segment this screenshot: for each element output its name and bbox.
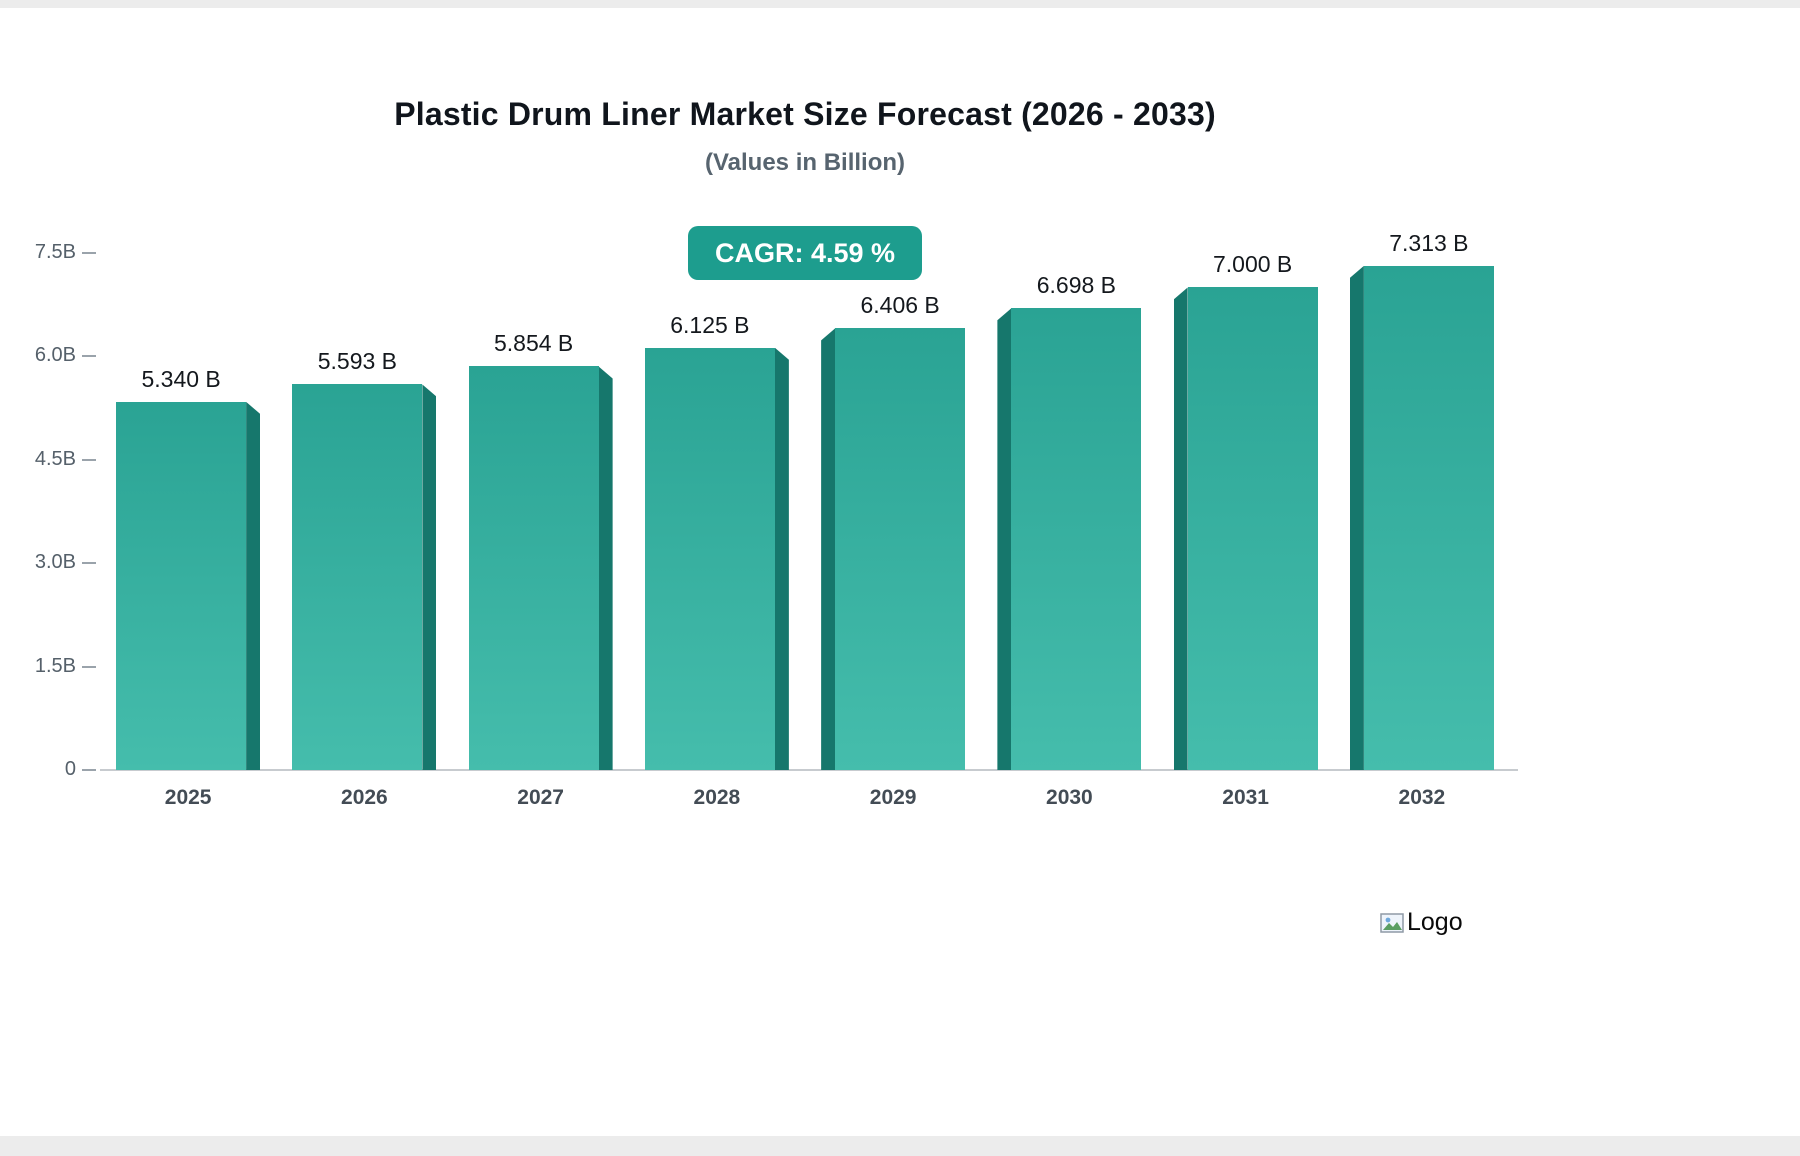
bar-face-2029	[835, 328, 966, 770]
bar-face-2028	[644, 347, 775, 770]
bar-side-2026	[422, 384, 437, 770]
bar-value-label: 5.854 B	[493, 330, 574, 357]
bar-value-label: 5.340 B	[141, 365, 221, 392]
bar-side-2025	[246, 401, 261, 770]
x-axis-label: 2025	[164, 786, 212, 809]
x-axis-label: 2026	[341, 786, 388, 809]
chart-subtitle: (Values in Billion)	[704, 149, 906, 176]
logo: Logo	[1380, 908, 1463, 937]
chart-title: Plastic Drum Liner Market Size Forecast …	[394, 96, 1216, 132]
bar-2030	[997, 308, 1142, 770]
y-axis-label: 7.5B	[34, 241, 76, 263]
y-axis-tick	[82, 458, 96, 461]
y-axis-tick	[82, 769, 96, 771]
broken-image-icon	[1380, 912, 1404, 933]
bar-value-label: 6.406 B	[860, 292, 940, 319]
x-axis-label: 2032	[1398, 786, 1446, 809]
x-axis-label: 2030	[1046, 786, 1093, 809]
x-axis-label: 2028	[693, 786, 741, 809]
y-axis-label: 1.5B	[34, 654, 76, 677]
bar-face-2031	[1187, 287, 1318, 770]
bar-face-2026	[292, 384, 423, 770]
bar-side-2029	[821, 328, 836, 770]
bar-value-label: 6.698 B	[1036, 272, 1117, 299]
bar-value-label: 6.125 B	[670, 311, 750, 338]
logo-text: Logo	[1407, 908, 1463, 936]
y-axis-tick	[82, 355, 96, 358]
bar-2028	[644, 347, 789, 770]
bar-side-2027	[598, 366, 613, 770]
bar-side-2032	[1349, 265, 1364, 770]
x-axis-line	[100, 769, 1518, 771]
bar-side-2030	[997, 308, 1012, 770]
x-axis-label: 2027	[517, 786, 564, 809]
bar-2025	[116, 401, 261, 770]
bar-face-2032	[1363, 265, 1494, 770]
bar-2026	[292, 384, 437, 770]
y-axis-label: 3.0B	[34, 551, 76, 574]
bar-face-2030	[1011, 308, 1142, 770]
bar-2031	[1173, 287, 1318, 770]
bar-value-label: 5.593 B	[317, 348, 398, 375]
y-axis-label: 6.0B	[34, 344, 76, 367]
x-axis-label: 2029	[869, 786, 917, 809]
bar-value-label: 7.313 B	[1389, 229, 1469, 256]
bar-side-2028	[774, 347, 789, 770]
bar-face-2025	[116, 401, 247, 770]
cagr-badge: CAGR: 4.59 %	[688, 226, 922, 280]
x-axis-label: 2031	[1222, 786, 1269, 809]
bar-2027	[468, 366, 613, 770]
y-axis-tick	[82, 562, 96, 565]
bar-value-label: 7.000 B	[1212, 251, 1293, 278]
y-axis-tick	[82, 252, 96, 254]
bar-2029	[821, 328, 966, 770]
page-edge-top	[0, 0, 1800, 8]
bar-face-2027	[468, 366, 599, 770]
y-axis-label: 4.5B	[34, 447, 76, 470]
bar-side-2031	[1173, 287, 1188, 770]
bar-2032	[1349, 265, 1494, 770]
y-axis-tick	[82, 665, 96, 668]
page-edge-bottom	[0, 1136, 1800, 1156]
y-axis-label: 0	[64, 758, 76, 780]
